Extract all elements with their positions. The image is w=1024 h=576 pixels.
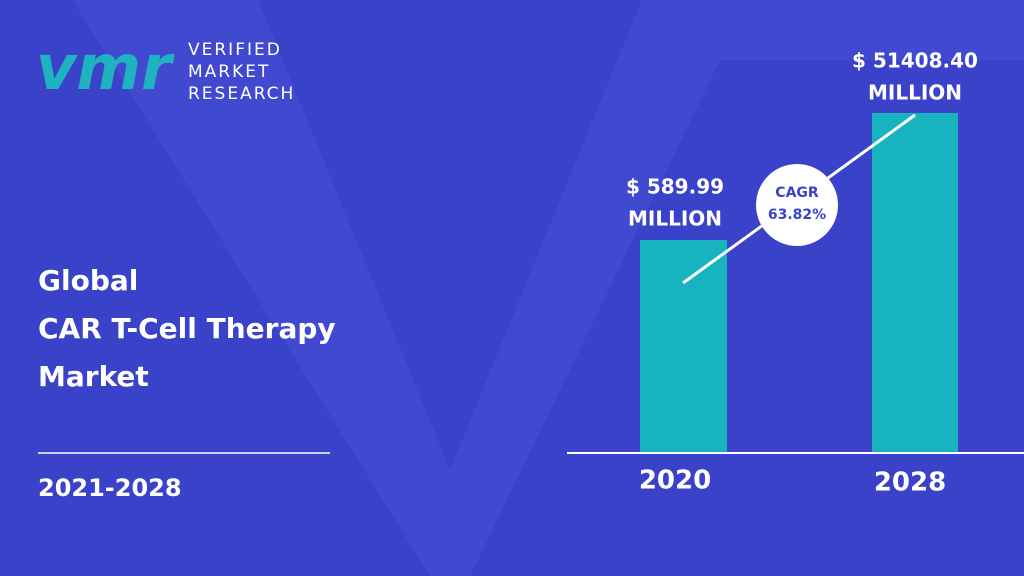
- period: 2021-2028: [38, 474, 182, 502]
- title-line: Market: [38, 360, 149, 393]
- logo-text: VERIFIED: [188, 40, 282, 60]
- bar-label: MILLION: [628, 207, 722, 231]
- bar-label: $ 51408.40: [852, 49, 978, 73]
- title-line: Global: [38, 264, 138, 297]
- category-label: 2020: [639, 466, 711, 496]
- logo-text: RESEARCH: [188, 84, 295, 104]
- cagr-badge: [756, 164, 838, 246]
- bar: [640, 240, 727, 453]
- cagr-label: CAGR: [775, 185, 819, 201]
- bar-label: $ 589.99: [626, 175, 724, 199]
- category-label: 2028: [874, 468, 946, 498]
- title-line: CAR T-Cell Therapy: [38, 312, 336, 345]
- logo-mark: vmr: [36, 31, 175, 104]
- background-v: [72, 0, 1024, 576]
- bar: [872, 113, 958, 453]
- bar-label: MILLION: [868, 81, 962, 105]
- logo-text: MARKET: [188, 62, 270, 82]
- cagr-value: 63.82%: [768, 207, 826, 223]
